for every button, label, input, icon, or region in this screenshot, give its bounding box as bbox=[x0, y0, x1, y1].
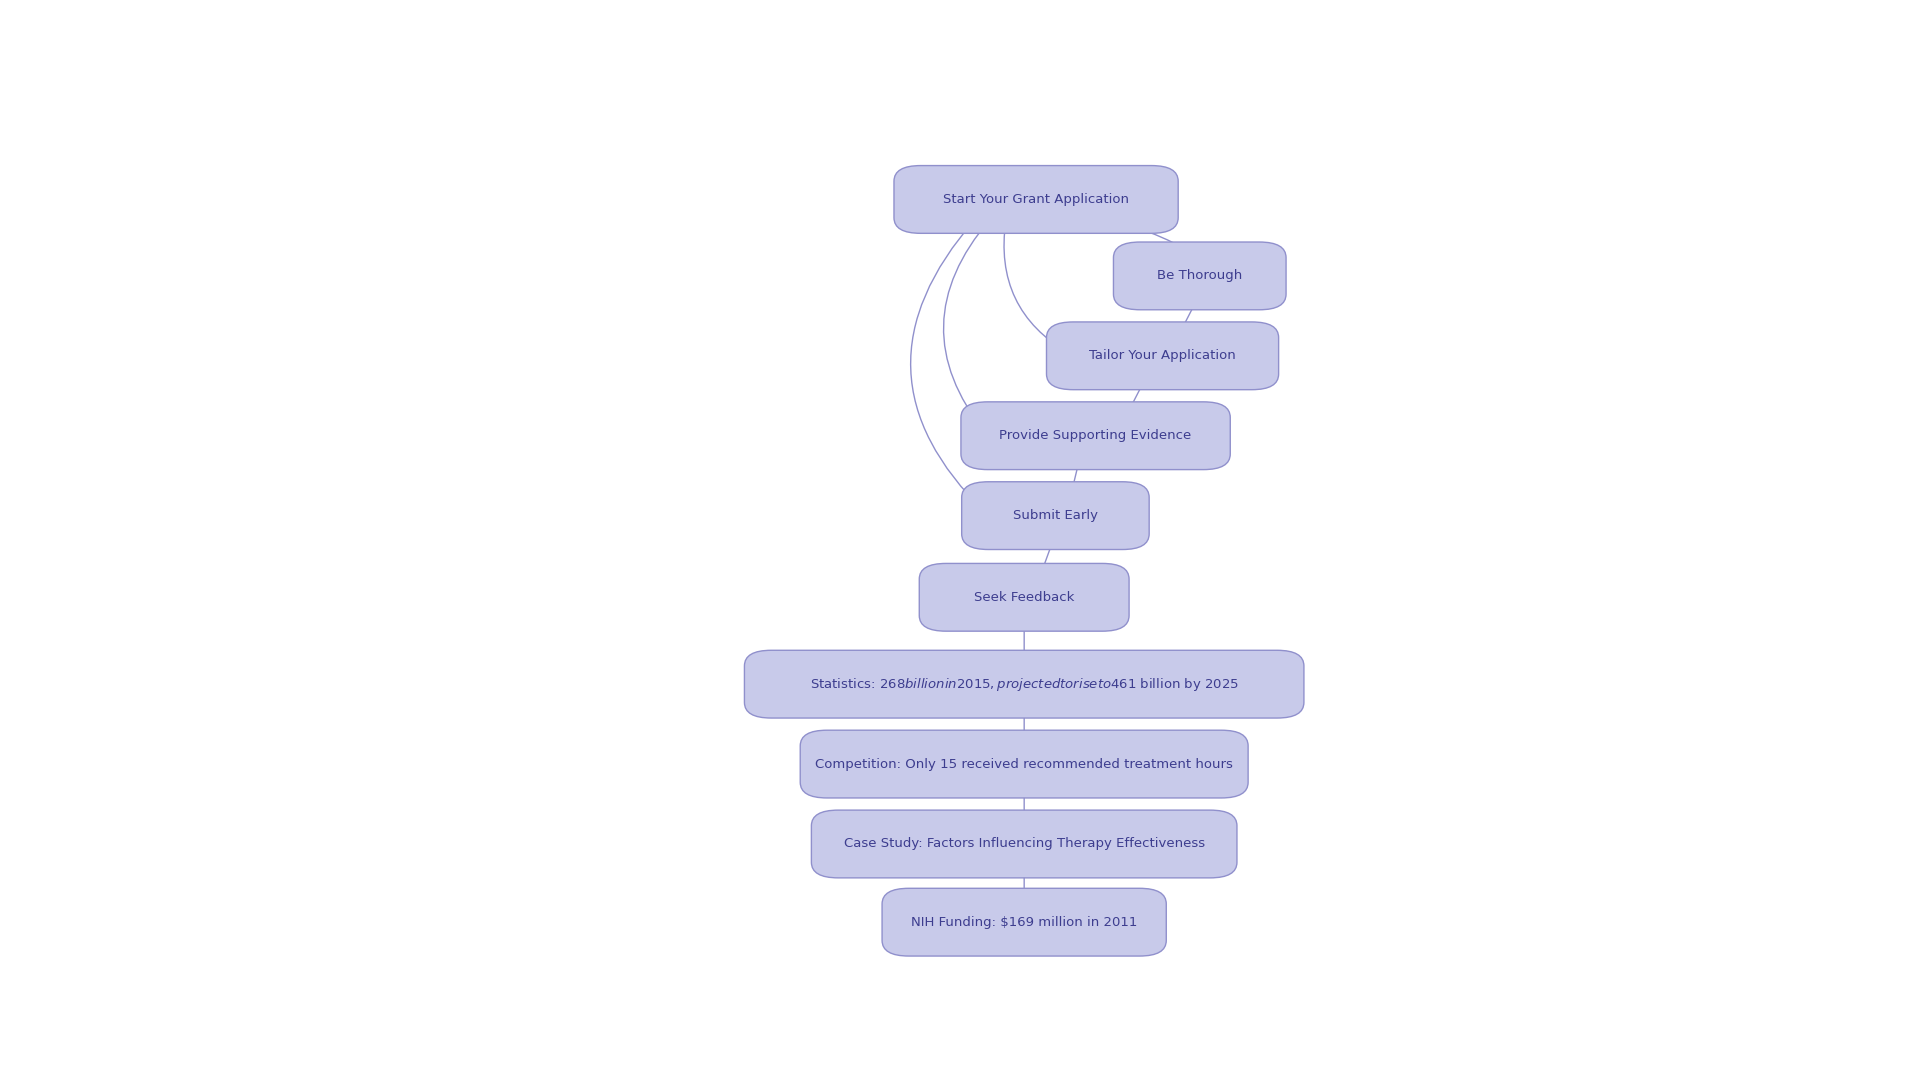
Text: Be Thorough: Be Thorough bbox=[1158, 270, 1242, 283]
Text: NIH Funding: $169 million in 2011: NIH Funding: $169 million in 2011 bbox=[910, 915, 1137, 929]
FancyBboxPatch shape bbox=[962, 482, 1150, 549]
FancyBboxPatch shape bbox=[812, 810, 1236, 878]
FancyBboxPatch shape bbox=[881, 888, 1165, 956]
FancyBboxPatch shape bbox=[960, 402, 1231, 470]
FancyBboxPatch shape bbox=[1046, 322, 1279, 390]
Text: Seek Feedback: Seek Feedback bbox=[973, 591, 1075, 604]
FancyBboxPatch shape bbox=[801, 730, 1248, 798]
Text: Tailor Your Application: Tailor Your Application bbox=[1089, 350, 1236, 363]
FancyBboxPatch shape bbox=[1114, 242, 1286, 310]
Text: Provide Supporting Evidence: Provide Supporting Evidence bbox=[1000, 429, 1192, 442]
Text: Submit Early: Submit Early bbox=[1014, 509, 1098, 522]
FancyBboxPatch shape bbox=[895, 166, 1179, 233]
Text: Statistics: $268 billion in 2015, projected to rise to $461 billion by 2025: Statistics: $268 billion in 2015, projec… bbox=[810, 676, 1238, 693]
FancyBboxPatch shape bbox=[745, 650, 1304, 718]
Text: Start Your Grant Application: Start Your Grant Application bbox=[943, 193, 1129, 206]
Text: Competition: Only 15 received recommended treatment hours: Competition: Only 15 received recommende… bbox=[816, 758, 1233, 771]
FancyBboxPatch shape bbox=[920, 563, 1129, 631]
Text: Case Study: Factors Influencing Therapy Effectiveness: Case Study: Factors Influencing Therapy … bbox=[843, 837, 1204, 850]
